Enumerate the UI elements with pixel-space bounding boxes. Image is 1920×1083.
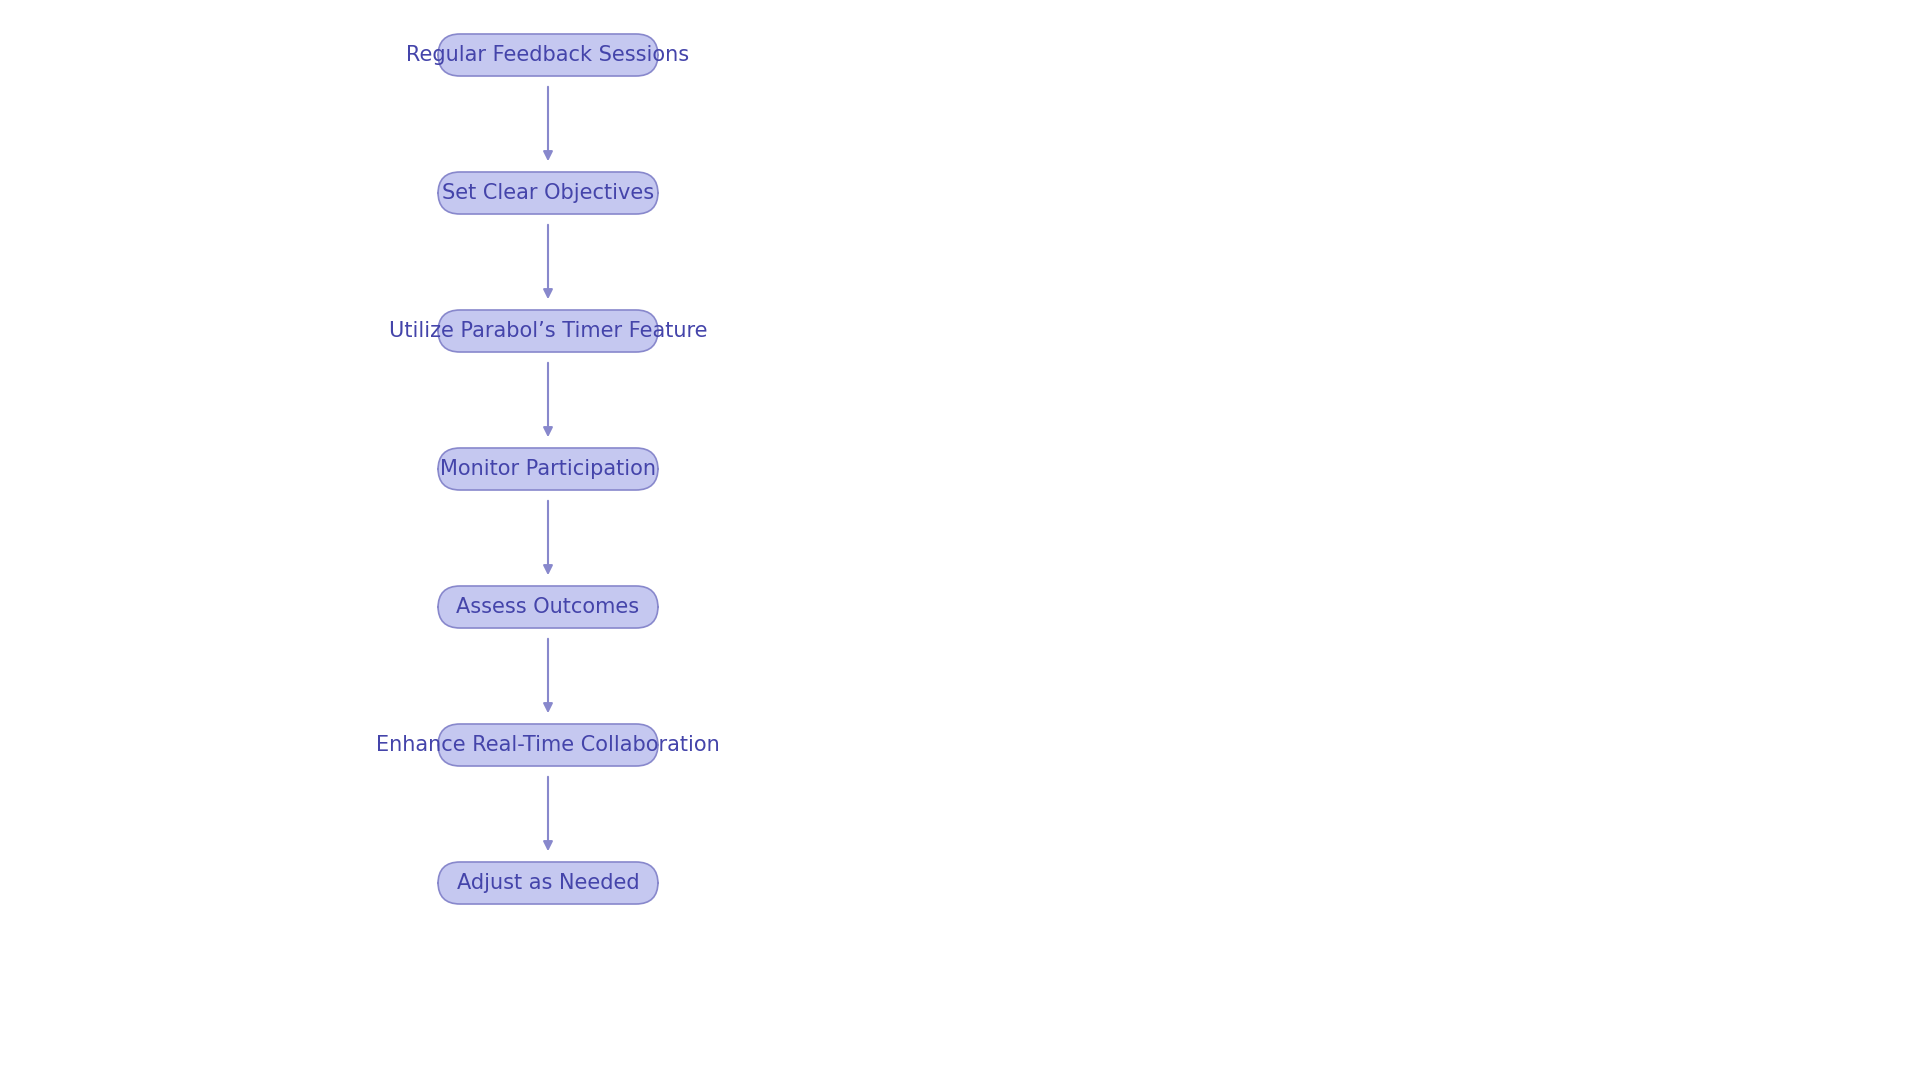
FancyBboxPatch shape	[438, 725, 659, 766]
Text: Adjust as Needed: Adjust as Needed	[457, 873, 639, 893]
Text: Assess Outcomes: Assess Outcomes	[457, 597, 639, 617]
Text: Set Clear Objectives: Set Clear Objectives	[442, 183, 655, 203]
FancyBboxPatch shape	[438, 862, 659, 904]
FancyBboxPatch shape	[438, 310, 659, 352]
Text: Enhance Real-Time Collaboration: Enhance Real-Time Collaboration	[376, 735, 720, 755]
FancyBboxPatch shape	[438, 586, 659, 628]
FancyBboxPatch shape	[438, 172, 659, 214]
FancyBboxPatch shape	[438, 34, 659, 76]
Text: Regular Feedback Sessions: Regular Feedback Sessions	[407, 45, 689, 65]
Text: Monitor Participation: Monitor Participation	[440, 459, 657, 479]
FancyBboxPatch shape	[438, 448, 659, 490]
Text: Utilize Parabol’s Timer Feature: Utilize Parabol’s Timer Feature	[388, 321, 707, 341]
